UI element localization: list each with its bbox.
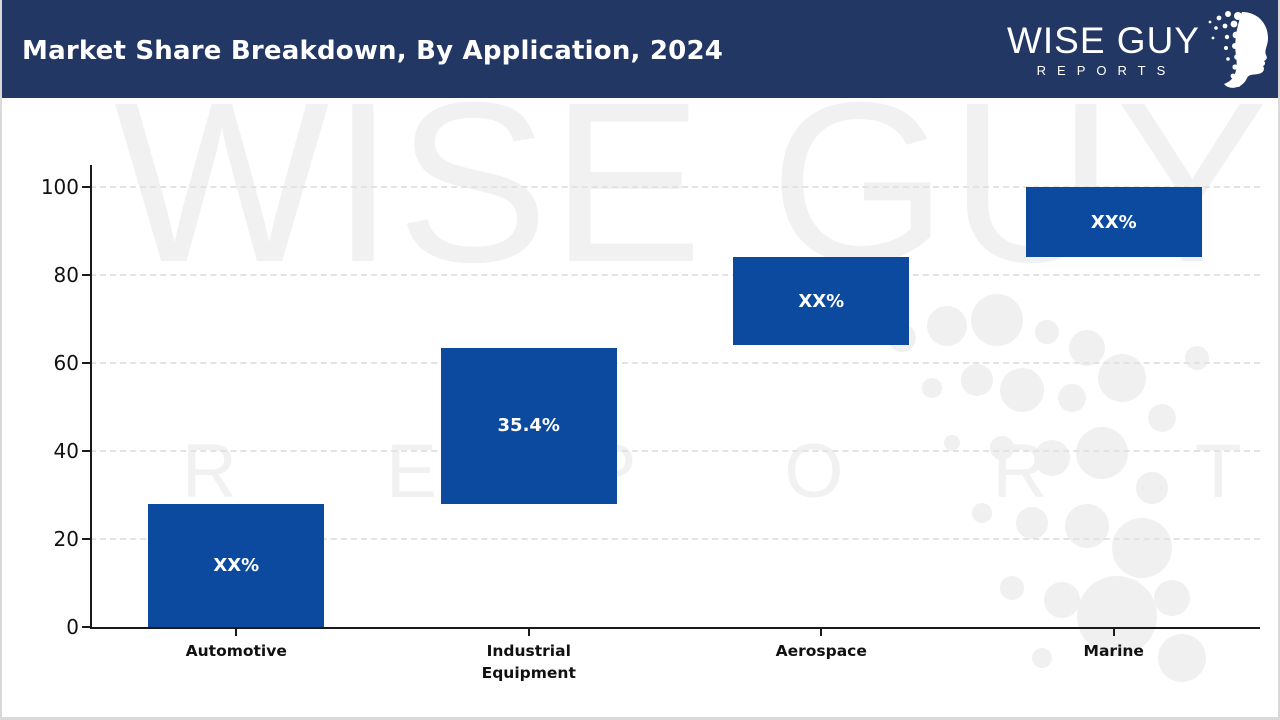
x-tick-mark-0 xyxy=(235,629,238,636)
gridline-40 xyxy=(90,450,1260,452)
x-tick-mark-2 xyxy=(820,629,823,636)
y-tick-label-100: 100 xyxy=(40,175,79,199)
header-bar: Market Share Breakdown, By Application, … xyxy=(2,0,1278,98)
y-axis-line xyxy=(90,165,92,629)
logo-subtitle: REPORTS xyxy=(1036,63,1177,78)
y-tick-label-0: 0 xyxy=(66,615,79,639)
x-tick-mark-1 xyxy=(527,629,530,636)
y-tick-mark-20 xyxy=(82,538,90,540)
x-category-label-0: Automotive xyxy=(185,642,287,660)
bar-value-label: 35.4% xyxy=(497,415,560,437)
y-tick-label-40: 40 xyxy=(53,439,79,463)
gridline-60 xyxy=(90,362,1260,364)
y-tick-mark-60 xyxy=(82,362,90,364)
bar-marine: XX% xyxy=(1025,187,1202,258)
y-tick-mark-100 xyxy=(82,186,90,188)
bar-automotive: XX% xyxy=(148,503,325,627)
x-tick-mark-3 xyxy=(1112,629,1115,636)
watermark-face-dots-icon xyxy=(888,294,1209,682)
logo-face-dots-icon xyxy=(1208,11,1268,88)
page-title: Market Share Breakdown, By Application, … xyxy=(22,36,724,66)
bar-industrial: 35.4% xyxy=(440,348,617,504)
y-tick-label-60: 60 xyxy=(53,351,79,375)
plot-area: WISE GUY R E P O R T S 020406080100XX%Au… xyxy=(2,56,1278,717)
bar-value-label: XX% xyxy=(213,554,260,576)
wise-guy-reports-logo: WISE GUY REPORTS xyxy=(1006,6,1270,94)
gridline-100 xyxy=(90,186,1260,188)
logo-text: WISE GUY REPORTS xyxy=(1006,20,1200,79)
x-category-label-2: Aerospace xyxy=(775,642,867,660)
y-tick-label-20: 20 xyxy=(53,527,79,551)
x-category-label-3: Marine xyxy=(1083,642,1144,660)
x-axis-line xyxy=(90,627,1260,629)
bar-value-label: XX% xyxy=(798,290,845,312)
y-tick-label-80: 80 xyxy=(53,263,79,287)
y-tick-mark-80 xyxy=(82,274,90,276)
bar-value-label: XX% xyxy=(1090,211,1137,233)
gridline-20 xyxy=(90,538,1260,540)
logo-wordmark: WISE GUY xyxy=(1006,20,1200,61)
y-tick-mark-0 xyxy=(82,626,90,628)
gridline-80 xyxy=(90,274,1260,276)
x-category-label-1: Industrial Equipment xyxy=(481,642,576,682)
watermark-wordmark: WISE GUY xyxy=(114,56,1271,310)
y-tick-mark-40 xyxy=(82,450,90,452)
bar-aerospace: XX% xyxy=(733,257,910,346)
